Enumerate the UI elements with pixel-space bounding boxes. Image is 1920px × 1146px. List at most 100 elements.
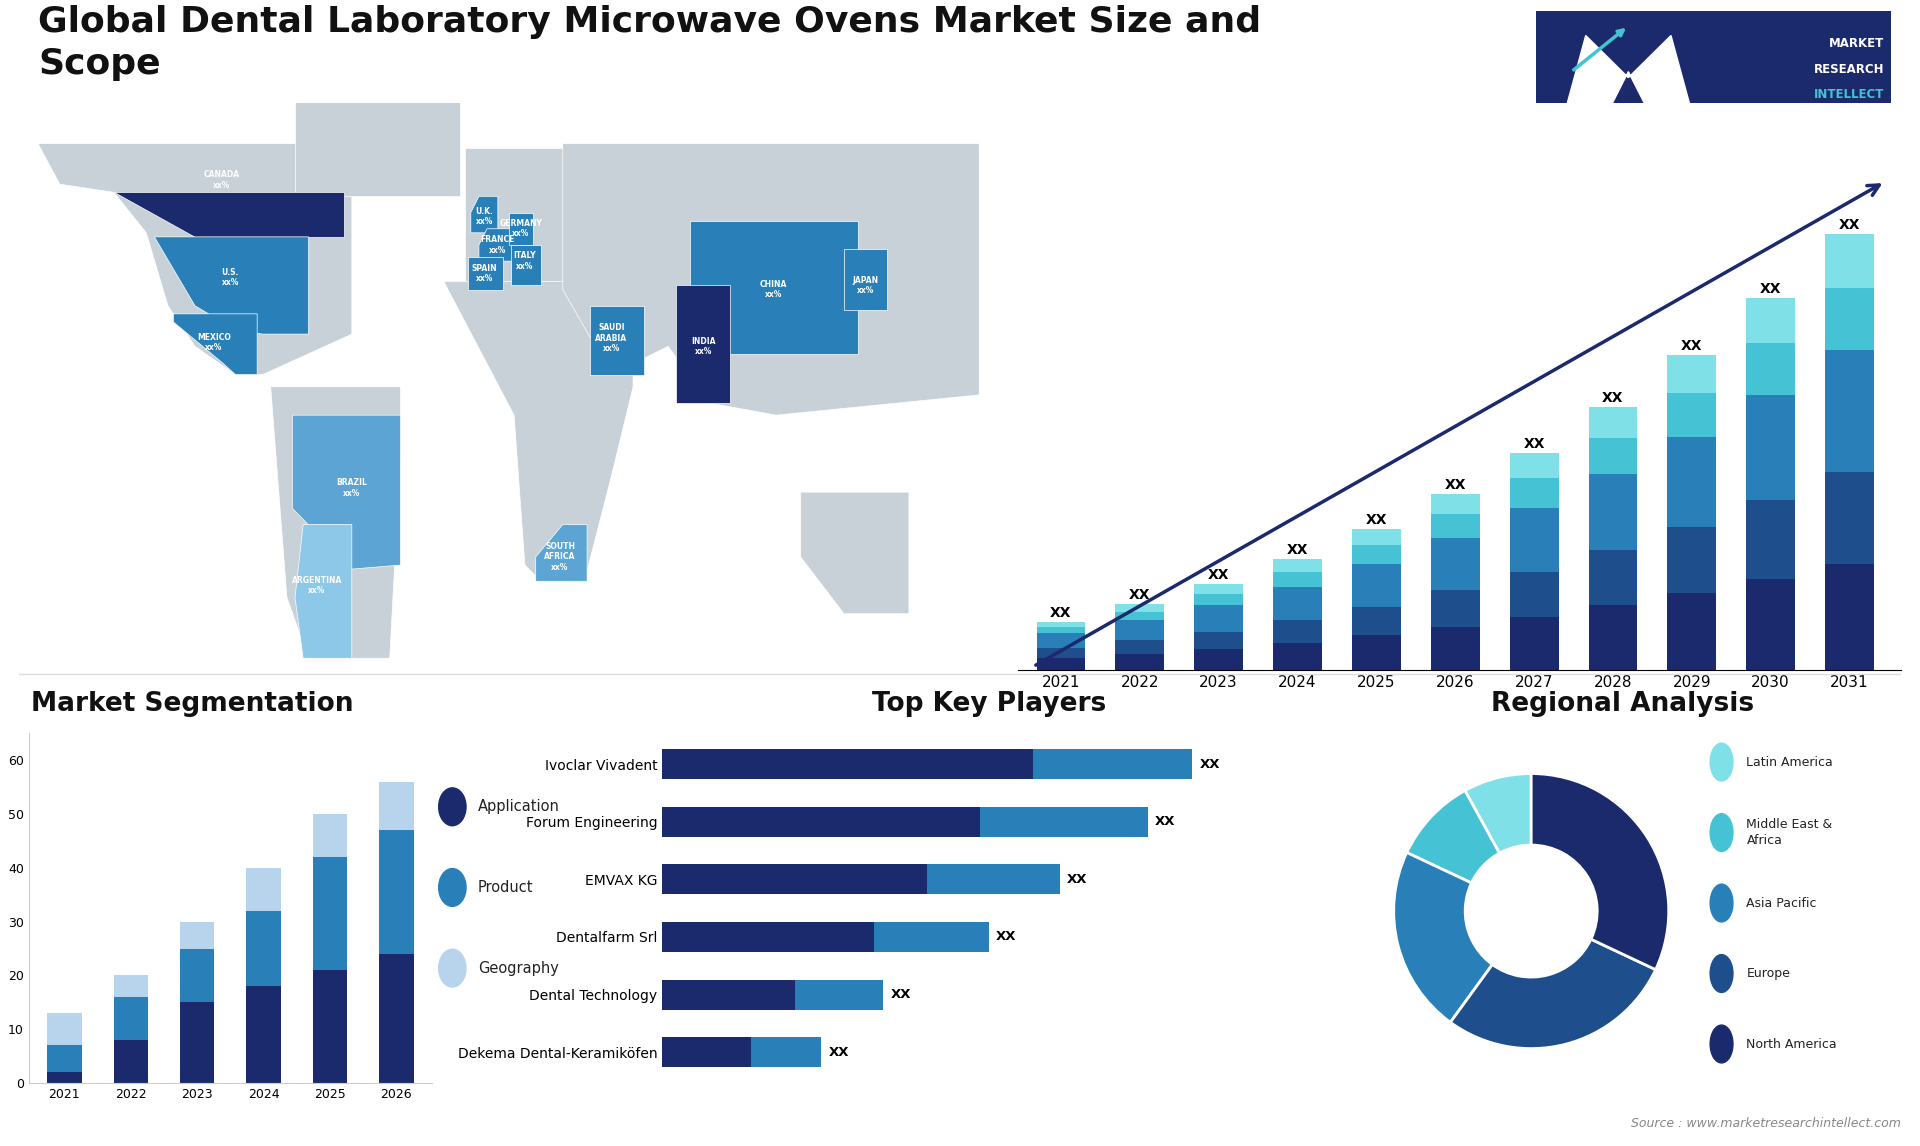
Circle shape [438, 869, 467, 906]
Circle shape [1711, 955, 1734, 992]
Bar [378, 830, 413, 953]
Bar [1826, 234, 1874, 288]
Text: XX: XX [1286, 543, 1308, 557]
Bar [1745, 501, 1795, 579]
Bar [1509, 478, 1559, 508]
Polygon shape [444, 282, 634, 581]
Bar [1194, 584, 1242, 594]
Text: XX: XX [1200, 758, 1219, 771]
Text: CHINA
xx%: CHINA xx% [760, 280, 787, 299]
Text: CANADA
xx%: CANADA xx% [204, 171, 240, 190]
Text: Source : www.marketresearchintellect.com: Source : www.marketresearchintellect.com [1630, 1116, 1901, 1130]
Text: MARKET: MARKET [1830, 38, 1884, 50]
Bar [1037, 647, 1085, 658]
Text: XX: XX [1050, 606, 1071, 620]
Text: ITALY
xx%: ITALY xx% [513, 251, 536, 270]
FancyBboxPatch shape [1524, 8, 1903, 135]
Bar [1116, 654, 1164, 670]
Wedge shape [1465, 774, 1530, 854]
Circle shape [438, 949, 467, 987]
Bar [113, 975, 148, 997]
Wedge shape [1532, 774, 1668, 970]
Text: SAUDI
ARABIA
xx%: SAUDI ARABIA xx% [595, 323, 628, 353]
Bar [1430, 627, 1480, 670]
Text: XX: XX [1444, 478, 1467, 493]
Bar [48, 1073, 83, 1083]
Text: Global Dental Laboratory Microwave Ovens Market Size and
Scope: Global Dental Laboratory Microwave Ovens… [38, 5, 1261, 81]
Text: INTELLECT: INTELLECT [1814, 88, 1884, 101]
Bar [246, 987, 280, 1083]
Bar [981, 807, 1148, 837]
Text: Application: Application [478, 799, 561, 815]
Bar [1588, 438, 1638, 474]
Bar [1509, 617, 1559, 670]
Circle shape [1711, 744, 1734, 782]
Bar [1033, 749, 1192, 779]
Bar [1667, 527, 1716, 592]
Polygon shape [173, 314, 257, 375]
Bar [1588, 407, 1638, 438]
Polygon shape [468, 257, 503, 290]
Bar [1430, 537, 1480, 590]
Text: XX: XX [1208, 568, 1229, 582]
Bar [313, 857, 348, 970]
Bar [180, 921, 215, 949]
Bar [927, 864, 1060, 894]
Bar [1826, 288, 1874, 351]
Bar [1826, 472, 1874, 564]
Bar [751, 1037, 822, 1067]
Text: XX: XX [996, 931, 1018, 943]
Text: XX: XX [1761, 282, 1782, 296]
Wedge shape [1407, 791, 1500, 882]
Bar [1588, 605, 1638, 670]
Polygon shape [296, 525, 351, 658]
Text: Middle East &
Africa: Middle East & Africa [1747, 818, 1834, 847]
Text: MEXICO
xx%: MEXICO xx% [198, 332, 230, 352]
Bar [1273, 572, 1323, 587]
Bar [1037, 633, 1085, 647]
Bar [1667, 393, 1716, 437]
Bar [662, 864, 927, 894]
Text: JAPAN
xx%: JAPAN xx% [852, 276, 879, 296]
Polygon shape [689, 221, 858, 354]
Bar [1745, 343, 1795, 395]
Bar [1273, 559, 1323, 572]
Polygon shape [470, 196, 497, 233]
Text: Regional Analysis: Regional Analysis [1490, 691, 1755, 716]
Text: SPAIN
xx%: SPAIN xx% [472, 264, 497, 283]
Text: Top Key Players: Top Key Players [872, 691, 1106, 716]
Bar [378, 782, 413, 830]
Bar [1037, 658, 1085, 670]
Bar [313, 970, 348, 1083]
Bar [1037, 627, 1085, 633]
Text: Market Segmentation: Market Segmentation [31, 691, 353, 716]
Text: XX: XX [1523, 437, 1546, 452]
Bar [1116, 620, 1164, 641]
Bar [246, 911, 280, 987]
Bar [1352, 545, 1402, 564]
Text: XX: XX [1601, 391, 1624, 405]
Circle shape [1465, 845, 1597, 978]
Bar [1745, 298, 1795, 343]
Bar [1509, 508, 1559, 572]
Circle shape [438, 788, 467, 825]
Polygon shape [676, 285, 730, 403]
Bar [1194, 631, 1242, 649]
Polygon shape [509, 212, 534, 245]
Bar [180, 949, 215, 1003]
Bar [1430, 494, 1480, 515]
Text: XX: XX [1129, 588, 1150, 603]
Bar [1037, 621, 1085, 627]
Bar [662, 1037, 751, 1067]
Bar [1509, 453, 1559, 478]
Polygon shape [589, 306, 643, 375]
Text: SOUTH
AFRICA
xx%: SOUTH AFRICA xx% [545, 542, 576, 572]
Text: Product: Product [478, 880, 534, 895]
Text: INDIA
xx%: INDIA xx% [691, 337, 716, 356]
Polygon shape [1565, 36, 1692, 113]
Bar [1116, 641, 1164, 654]
Polygon shape [296, 99, 461, 196]
Text: FRANCE
xx%: FRANCE xx% [480, 235, 515, 254]
Bar [1194, 649, 1242, 670]
Text: Asia Pacific: Asia Pacific [1747, 896, 1816, 910]
